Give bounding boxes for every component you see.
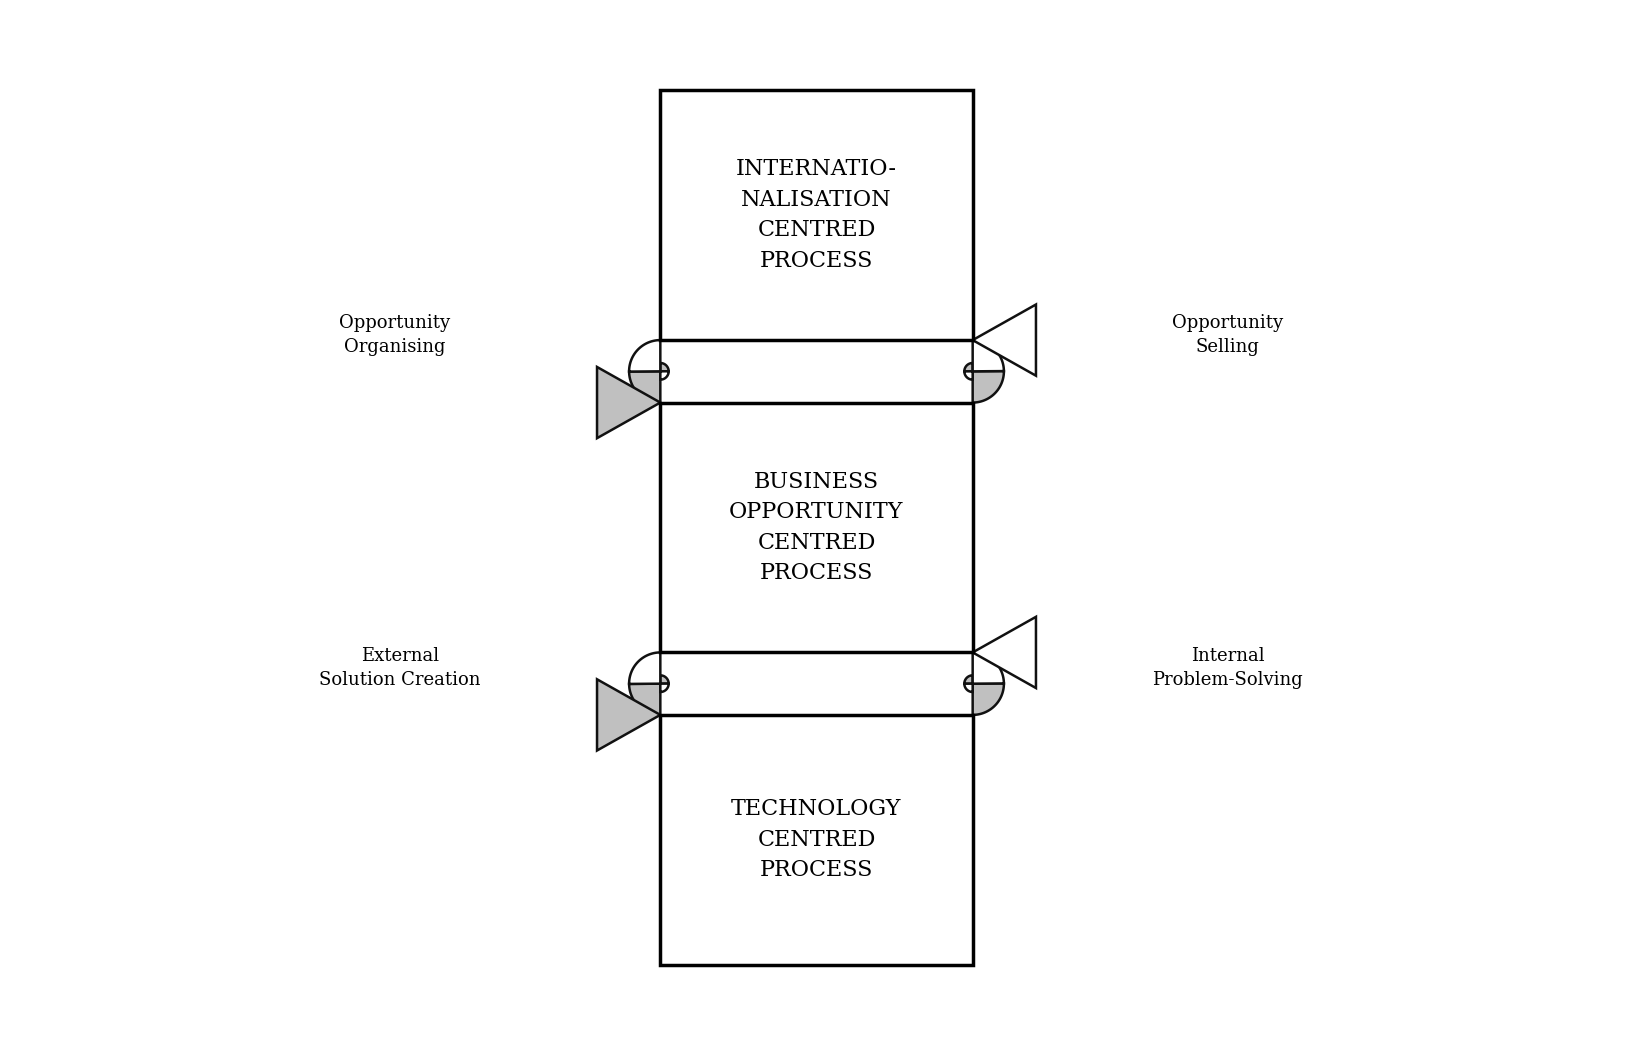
Text: TECHNOLOGY
CENTRED
PROCESS: TECHNOLOGY CENTRED PROCESS [731,799,901,881]
Polygon shape [597,367,659,438]
FancyBboxPatch shape [659,715,973,964]
Text: Opportunity
Organising: Opportunity Organising [339,314,450,356]
Text: Internal
Problem-Solving: Internal Problem-Solving [1152,648,1302,689]
FancyBboxPatch shape [659,91,973,340]
Polygon shape [965,675,1004,715]
Polygon shape [628,652,667,692]
Text: INTERNATIO-
NALISATION
CENTRED
PROCESS: INTERNATIO- NALISATION CENTRED PROCESS [736,158,896,272]
Polygon shape [628,340,667,380]
Polygon shape [965,363,1004,403]
Polygon shape [628,675,667,715]
Polygon shape [628,363,667,403]
Polygon shape [973,305,1035,376]
Polygon shape [965,340,1004,380]
Polygon shape [965,652,1004,692]
Text: Opportunity
Selling: Opportunity Selling [1172,314,1283,356]
FancyBboxPatch shape [659,403,973,652]
Text: BUSINESS
OPPORTUNITY
CENTRED
PROCESS: BUSINESS OPPORTUNITY CENTRED PROCESS [730,471,902,584]
Polygon shape [973,617,1035,688]
Polygon shape [597,679,659,750]
Text: External
Solution Creation: External Solution Creation [320,648,480,689]
